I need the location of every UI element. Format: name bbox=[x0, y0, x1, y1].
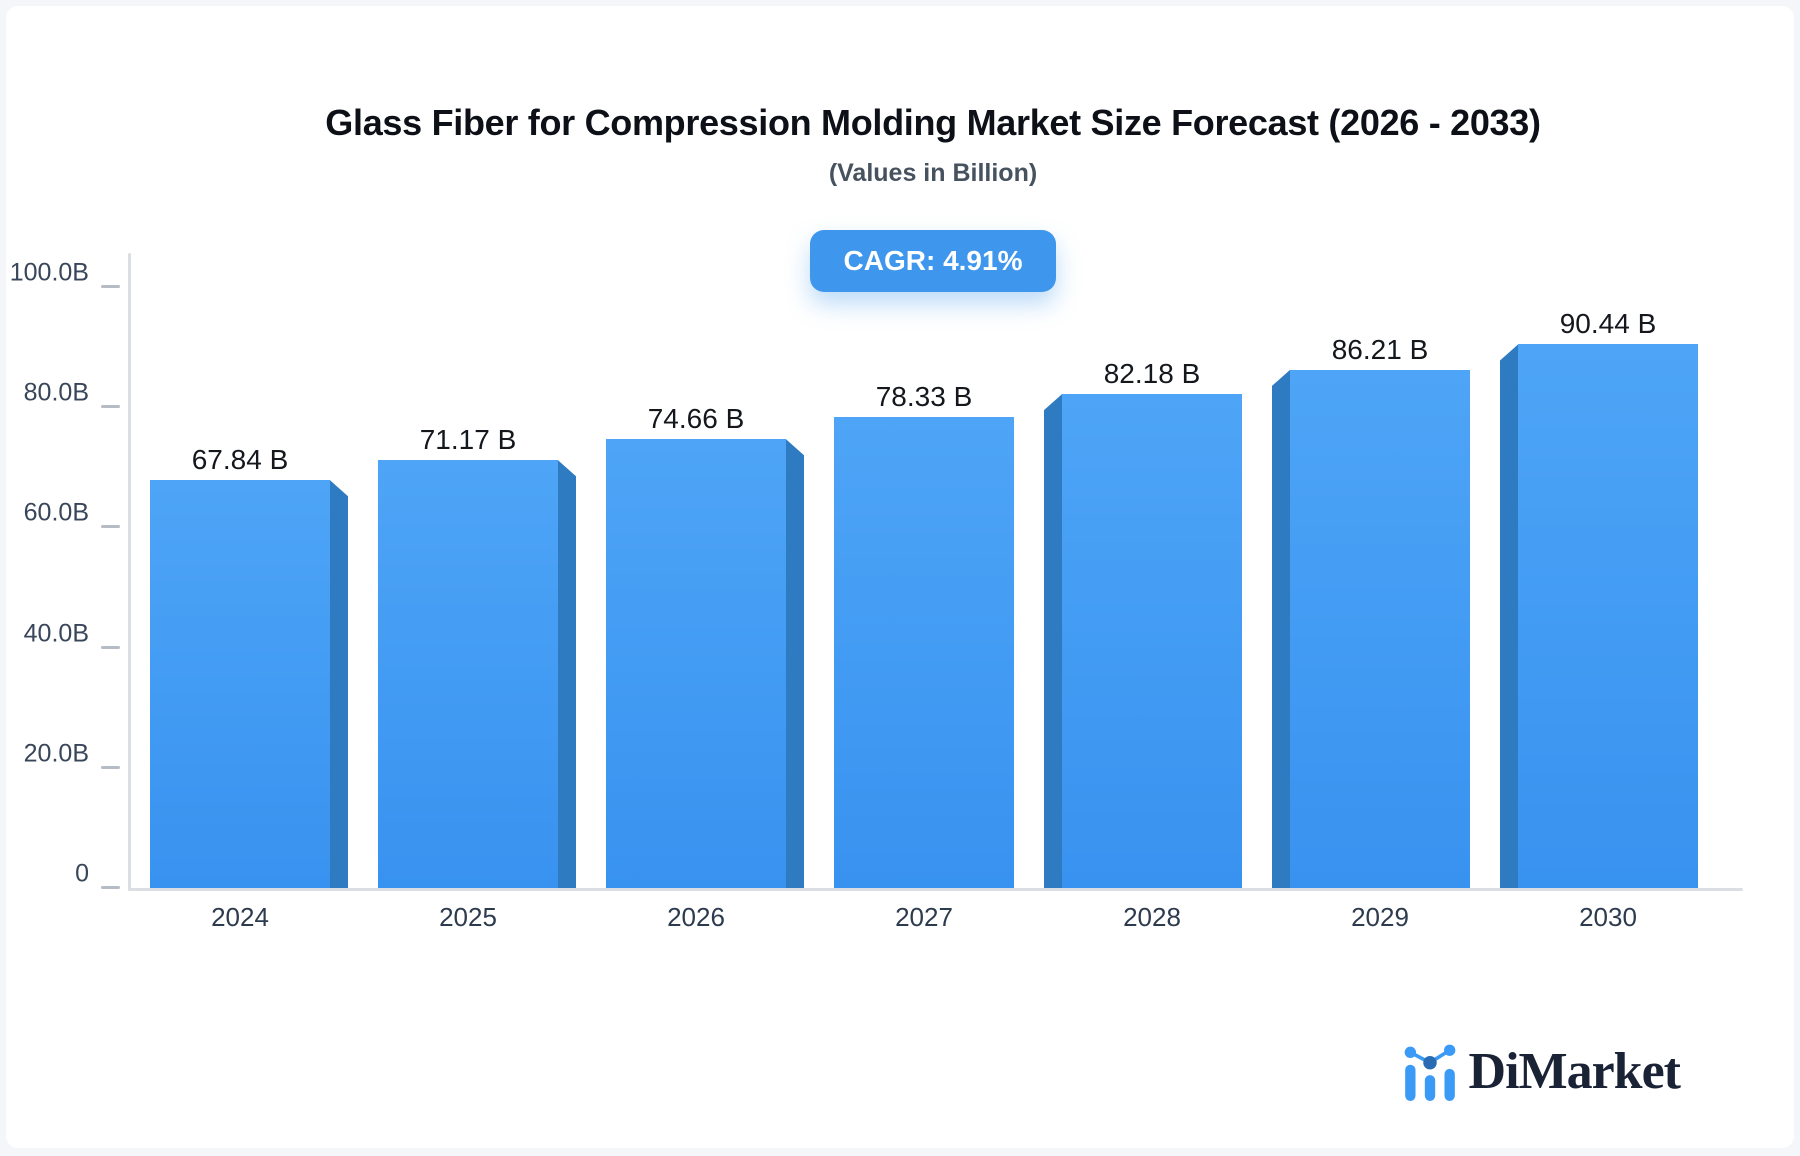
bar-3d-side bbox=[330, 480, 348, 888]
chart-title: Glass Fiber for Compression Molding Mark… bbox=[325, 102, 1541, 143]
y-tick-dash bbox=[101, 886, 120, 889]
y-axis-label: 100.0B bbox=[9, 258, 89, 287]
dimarket-logo-text: DiMarket bbox=[1468, 1043, 1681, 1100]
x-axis-label: 2026 bbox=[667, 902, 725, 932]
bar-3d-side bbox=[558, 460, 576, 888]
chart-subtitle: (Values in Billion) bbox=[828, 159, 1038, 188]
y-axis-label: 40.0B bbox=[23, 619, 89, 648]
y-axis-line bbox=[128, 253, 131, 891]
bar-2030: 90.44 B 2030 bbox=[1500, 308, 1698, 932]
bar-2029: 86.21 B 2029 bbox=[1272, 334, 1470, 932]
y-axis-label: 80.0B bbox=[23, 378, 89, 407]
y-tick-dash bbox=[101, 405, 120, 409]
bar-2028: 82.18 B 2028 bbox=[1044, 358, 1242, 932]
bar-value-label: 82.18 B bbox=[1103, 358, 1201, 390]
bar-value-label: 67.84 B bbox=[191, 444, 289, 476]
dimarket-logo: DiMarket bbox=[1404, 1042, 1681, 1102]
chart-header: Glass Fiber for Compression Molding Mark… bbox=[129, 6, 1737, 293]
y-axis-label: 20.0B bbox=[23, 739, 89, 768]
bar-2024: 67.84 B 2024 bbox=[150, 444, 348, 932]
bar-3d-side bbox=[1272, 369, 1290, 888]
y-tick-dash bbox=[101, 765, 120, 769]
bar-value-label: 74.66 B bbox=[647, 403, 745, 435]
x-axis-label: 2025 bbox=[439, 902, 497, 932]
bar-value-label: 90.44 B bbox=[1559, 308, 1657, 340]
bar-2025: 71.17 B 2025 bbox=[378, 424, 576, 932]
chart-card: Glass Fiber for Compression Molding Mark… bbox=[6, 6, 1794, 1148]
bar-2026: 74.66 B 2026 bbox=[606, 403, 804, 932]
x-axis-label: 2027 bbox=[895, 902, 953, 932]
bar-2027: 78.33 B 2027 bbox=[834, 381, 1014, 932]
bar-chart-plot: 0 20.0B 40.0B 60.0B 80.0B 100.0B 67.84 B 2024 7… bbox=[10, 253, 1743, 932]
bar-value-label: 86.21 B bbox=[1331, 333, 1429, 365]
x-axis-line bbox=[128, 888, 1743, 891]
y-axis-label: 0 bbox=[75, 859, 89, 888]
cagr-badge: CAGR: 4.91% bbox=[809, 230, 1057, 293]
dimarket-logo-icon bbox=[1404, 1044, 1455, 1101]
x-axis-label: 2030 bbox=[1579, 902, 1637, 932]
y-tick-dash bbox=[101, 525, 120, 529]
bar-3d-side bbox=[786, 439, 804, 888]
bar-3d-side bbox=[1500, 344, 1518, 888]
bar-3d-side bbox=[1044, 394, 1062, 888]
x-axis-label: 2028 bbox=[1123, 902, 1181, 932]
bar-value-label: 71.17 B bbox=[419, 424, 517, 456]
y-tick-dash bbox=[101, 645, 120, 649]
y-tick-dash bbox=[101, 285, 120, 288]
x-axis-label: 2024 bbox=[211, 902, 269, 932]
bar-value-label: 78.33 B bbox=[875, 381, 973, 413]
y-axis-label: 60.0B bbox=[23, 498, 89, 527]
x-axis-label: 2029 bbox=[1351, 902, 1409, 932]
